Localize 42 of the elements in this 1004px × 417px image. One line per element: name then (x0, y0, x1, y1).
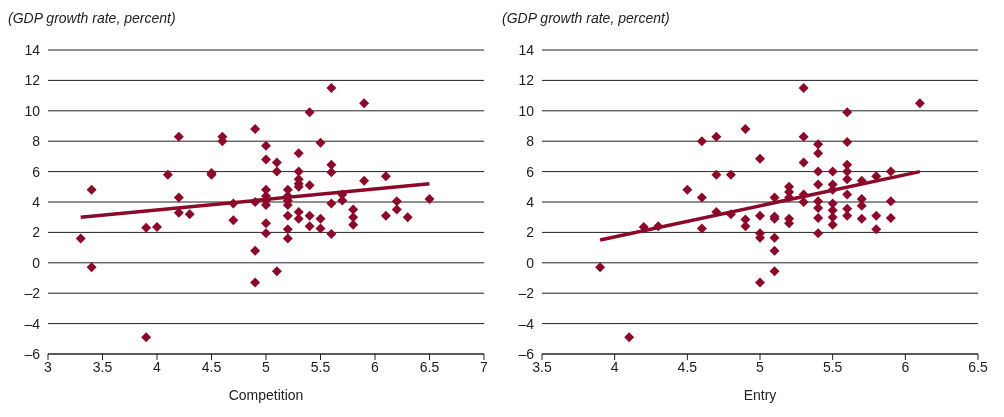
x-tick-label: 3.5 (92, 358, 113, 375)
x-tick-label: 3 (44, 358, 53, 375)
x-tick-label: 5.5 (822, 358, 843, 375)
x-tick-label: 7 (480, 358, 489, 375)
y-tick-label: 12 (518, 72, 535, 89)
y-tick-label: 6 (526, 163, 535, 180)
x-tick-label: 6.5 (419, 358, 440, 375)
y-tick-label: 10 (24, 102, 41, 119)
y-tick-label: –4 (518, 315, 535, 332)
y-tick-label: 4 (32, 193, 41, 210)
y-tick-label: 0 (32, 254, 41, 271)
y-tick-label: 10 (518, 102, 535, 119)
chart-subtitle: (GDP growth rate, percent) (8, 9, 177, 28)
x-tick-label: 6 (901, 358, 910, 375)
x-tick-label: 4 (610, 358, 619, 375)
x-tick-label: 5 (756, 358, 765, 375)
y-tick-label: –4 (24, 315, 41, 332)
x-tick-label: 4.5 (201, 358, 222, 375)
y-tick-label: 12 (24, 72, 41, 89)
chart-subtitle: (GDP growth rate, percent) (502, 9, 671, 28)
y-tick-label: –2 (518, 285, 535, 302)
y-tick-label: 14 (518, 41, 535, 58)
x-tick-label: 4 (153, 358, 162, 375)
x-tick-label: 4.5 (677, 358, 698, 375)
x-axis-title: Entry (743, 387, 777, 403)
y-tick-label: 6 (32, 163, 41, 180)
y-tick-label: 14 (24, 41, 41, 58)
y-tick-label: –6 (518, 345, 535, 362)
y-tick-label: 2 (526, 224, 535, 241)
y-tick-label: 8 (32, 133, 41, 150)
y-tick-label: 8 (526, 133, 535, 150)
y-tick-label: –2 (24, 285, 41, 302)
y-tick-label: –6 (24, 345, 41, 362)
x-tick-label: 6 (371, 358, 380, 375)
y-tick-label: 2 (32, 224, 41, 241)
x-tick-label: 3.5 (532, 358, 552, 375)
y-tick-label: 0 (526, 254, 535, 271)
x-tick-label: 5 (262, 358, 271, 375)
x-tick-label: 6.5 (968, 358, 988, 375)
x-axis-title: Competition (228, 387, 304, 403)
x-tick-label: 5.5 (310, 358, 331, 375)
y-tick-label: 4 (526, 193, 535, 210)
